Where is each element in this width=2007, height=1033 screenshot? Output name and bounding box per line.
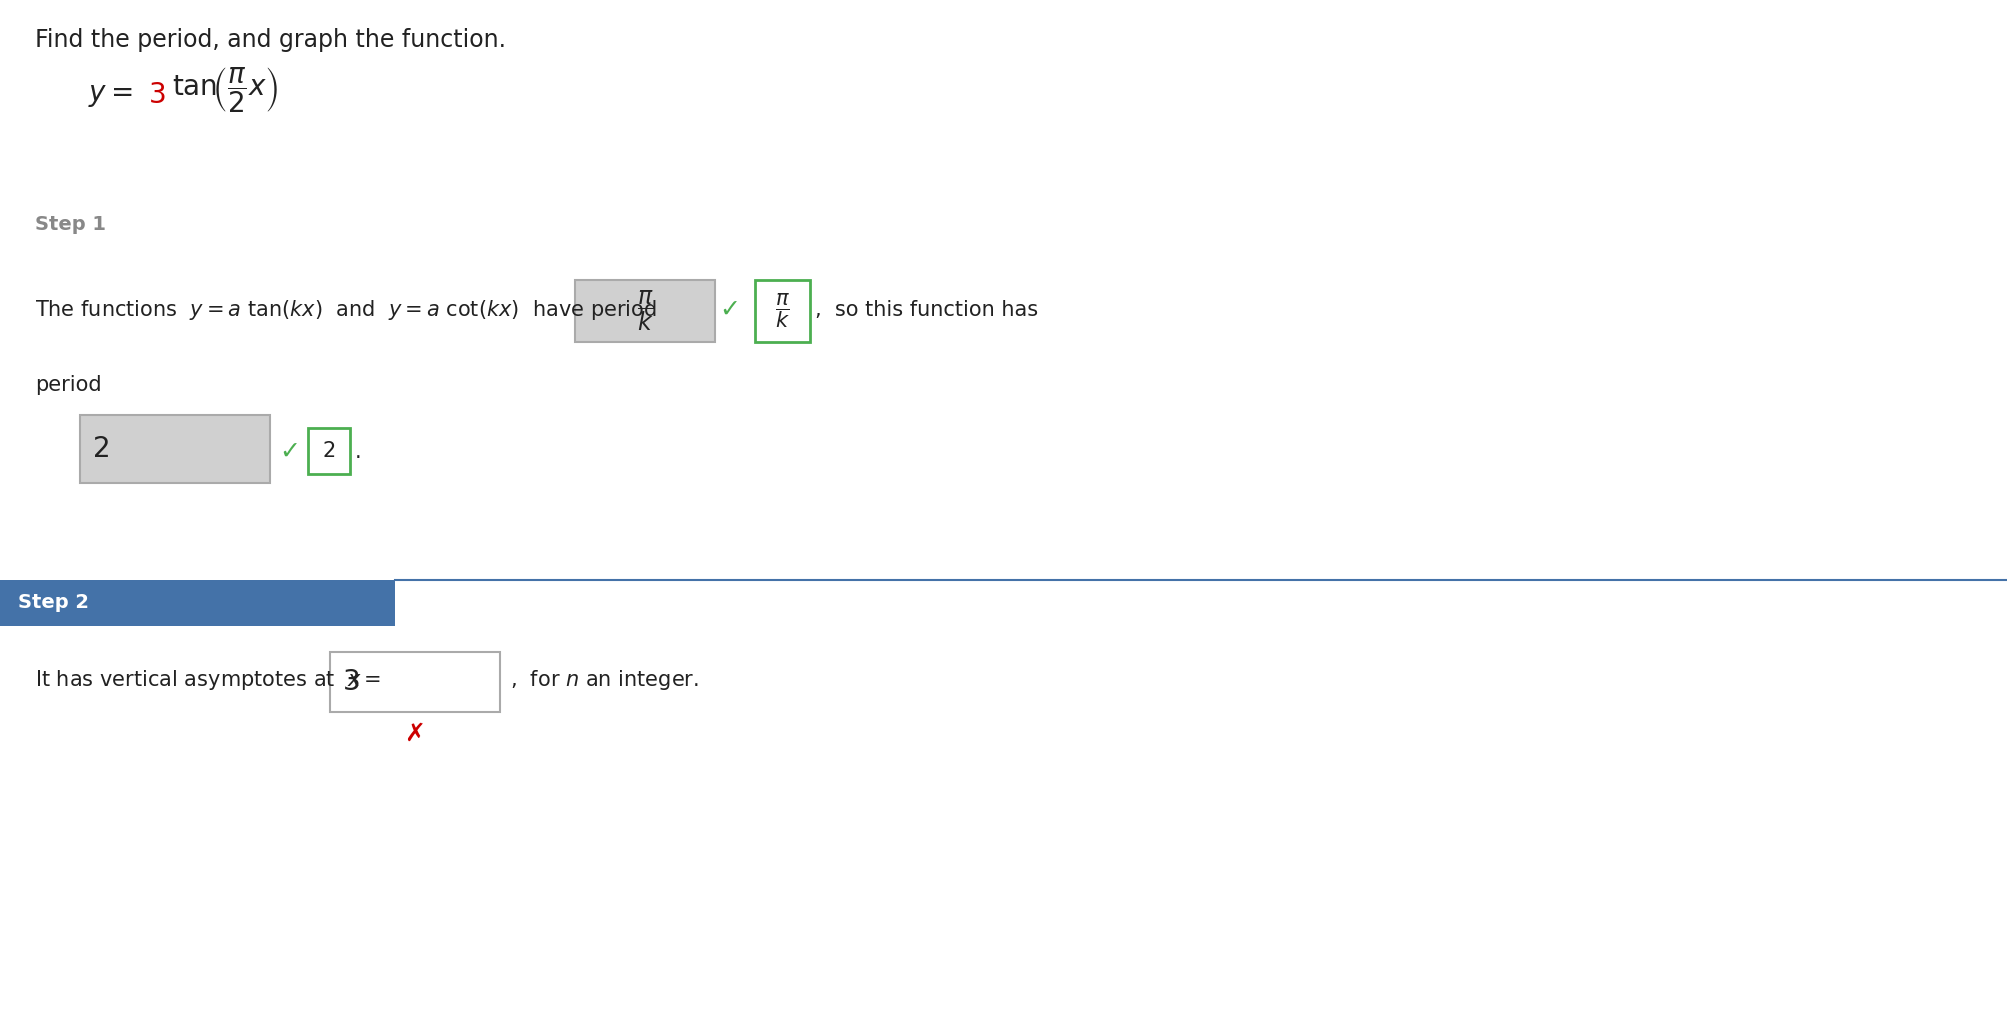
FancyBboxPatch shape bbox=[755, 280, 809, 342]
FancyBboxPatch shape bbox=[307, 428, 349, 474]
Text: ✗: ✗ bbox=[403, 722, 425, 746]
FancyBboxPatch shape bbox=[0, 580, 395, 626]
Text: ,  so this function has: , so this function has bbox=[815, 300, 1038, 320]
FancyBboxPatch shape bbox=[80, 415, 269, 483]
Text: It has vertical asymptotes at  $x =$: It has vertical asymptotes at $x =$ bbox=[34, 668, 381, 692]
Text: $2$: $2$ bbox=[92, 435, 108, 463]
FancyBboxPatch shape bbox=[329, 652, 500, 712]
Text: Find the period, and graph the function.: Find the period, and graph the function. bbox=[34, 28, 506, 52]
Text: period: period bbox=[34, 375, 102, 395]
Text: $3$: $3$ bbox=[149, 81, 165, 109]
Text: $\mathrm{tan}\!\left(\dfrac{\pi}{2}x\right)$: $\mathrm{tan}\!\left(\dfrac{\pi}{2}x\rig… bbox=[173, 65, 279, 115]
Text: Step 1: Step 1 bbox=[34, 215, 106, 234]
Text: Step 2: Step 2 bbox=[18, 594, 88, 613]
Text: ,  for $n$ an integer.: , for $n$ an integer. bbox=[510, 668, 698, 692]
Text: $2$: $2$ bbox=[323, 441, 335, 461]
Text: $3$: $3$ bbox=[341, 668, 359, 696]
Text: $y = $: $y = $ bbox=[88, 81, 132, 109]
FancyBboxPatch shape bbox=[574, 280, 714, 342]
Text: The functions  $y = a\ \mathrm{tan}(kx)$  and  $y = a\ \mathrm{cot}(kx)$  have p: The functions $y = a\ \mathrm{tan}(kx)$ … bbox=[34, 298, 656, 322]
Text: .: . bbox=[355, 442, 361, 462]
Text: ✓: ✓ bbox=[279, 440, 301, 464]
Text: $\dfrac{\pi}{k}$: $\dfrac{\pi}{k}$ bbox=[636, 289, 652, 334]
Text: $\dfrac{\pi}{k}$: $\dfrac{\pi}{k}$ bbox=[775, 291, 789, 331]
Text: ✓: ✓ bbox=[719, 298, 741, 322]
